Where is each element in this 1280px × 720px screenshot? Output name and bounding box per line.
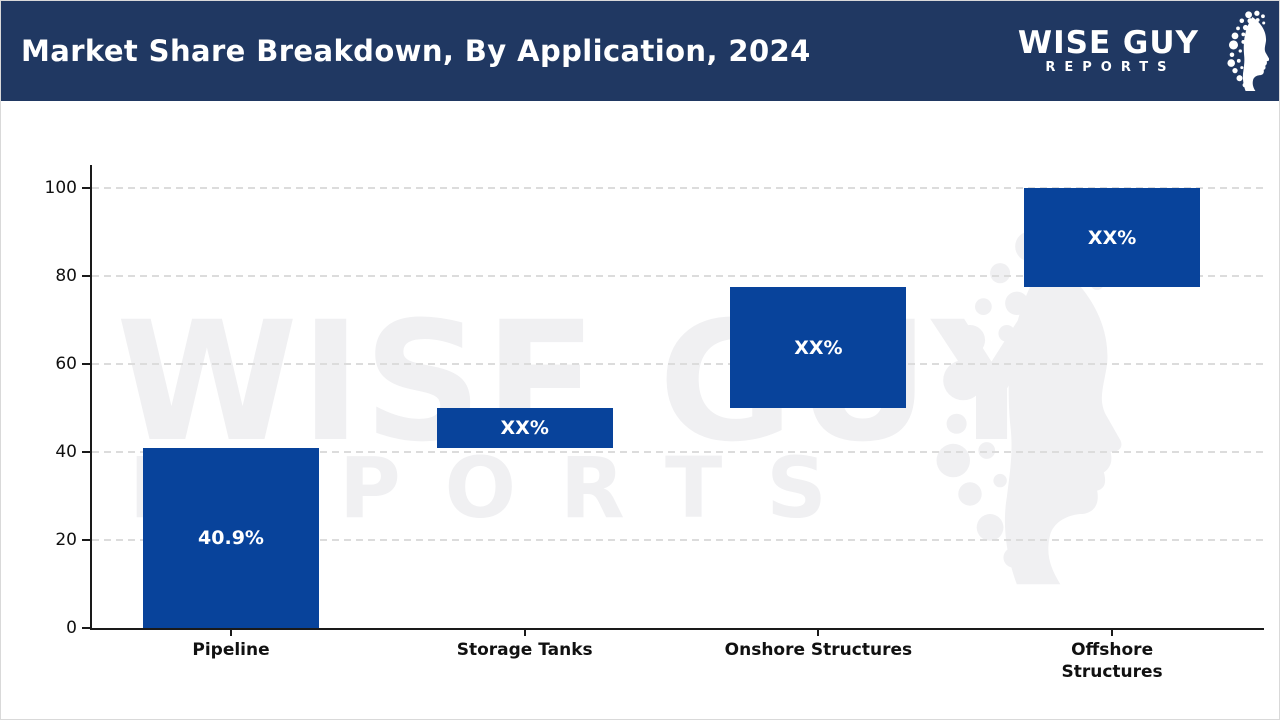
y-tick-mark [82,627,90,629]
chart-plot-area: WISE GUY REPORTS 40.9% XX% X [1,101,1279,719]
y-tick-mark [82,451,90,453]
x-axis-label-onshore-structures: Onshore Structures [724,640,913,660]
bar-segment-storage-tanks: XX% [436,408,613,449]
bar-value-label: XX% [500,417,549,440]
gridline-y-40 [92,451,1263,453]
y-tick-mark [82,187,90,189]
x-tick-mark [817,630,820,636]
header-bar: Market Share Breakdown, By Application, … [1,1,1279,101]
bar-value-label: 40.9% [198,527,264,549]
page-title: Market Share Breakdown, By Application, … [21,34,811,68]
y-tick-mark [82,363,90,365]
tick-label-layer: 0 20 40 60 80 100 Pipeline Storage Tanks Onshore… [1,101,1279,719]
axis-layer [1,101,1279,719]
y-tick-label-40: 40 [55,442,77,462]
y-tick-label-60: 60 [55,354,77,374]
bar-segment-offshore-structures: XX% [1024,188,1201,287]
logo-secondary-text: REPORTS [1045,60,1176,75]
x-tick-mark [230,630,232,636]
y-tick-mark [82,539,90,541]
gridline-y-100 [92,187,1263,189]
x-axis-line [90,628,1264,630]
y-tick-mark [82,275,90,277]
bar-value-label: XX% [1087,226,1137,249]
logo-face-icon [1227,10,1269,92]
bar-segment-pipeline: 40.9% [143,448,319,628]
y-axis-line [90,165,92,630]
bar-layer: 40.9% XX% XX% XX% [1,101,1279,719]
gridline-layer [1,101,1279,719]
x-axis-label-storage-tanks: Storage Tanks [456,640,593,660]
x-axis-label-offshore-structures: Offshore Structures [1061,640,1163,682]
gridline-y-80 [92,275,1263,277]
wise-guy-reports-logo: WISE GUY REPORTS [1018,8,1269,94]
gridline-y-60 [92,363,1263,365]
x-axis-label-pipeline: Pipeline [192,640,270,660]
bar-segment-onshore-structures: XX% [730,287,907,408]
y-tick-label-0: 0 [66,618,77,638]
y-tick-label-100: 100 [44,178,77,198]
y-tick-label-20: 20 [55,530,77,550]
logo-primary-text: WISE GUY [1017,25,1199,61]
y-tick-label-80: 80 [55,266,77,286]
gridline-y-20 [92,539,1263,541]
x-tick-mark [523,630,526,636]
bar-value-label: XX% [794,336,843,359]
x-tick-mark [1111,630,1114,636]
